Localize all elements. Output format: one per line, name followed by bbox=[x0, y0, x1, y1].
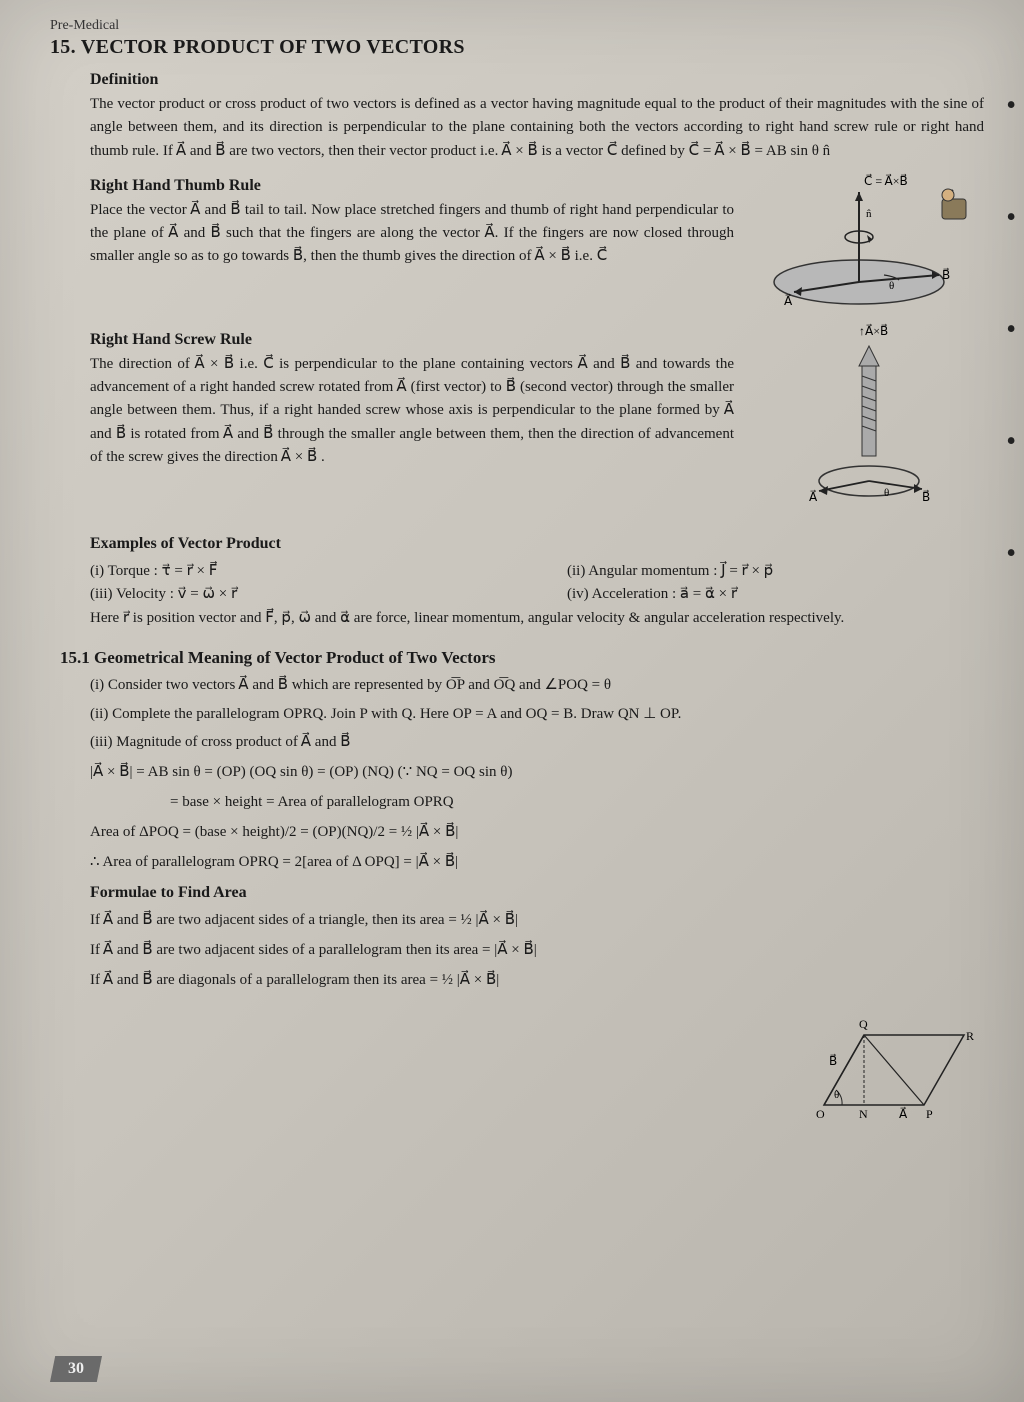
thumb-rule-body: Place the vector A⃗ and B⃗ tail to tail.… bbox=[90, 199, 734, 269]
thumb-rule-figure: C⃗ = A⃗×B⃗ n̂ B⃗ A⃗ θ n̂ bbox=[754, 167, 984, 321]
definition-body: The vector product or cross product of t… bbox=[90, 93, 984, 163]
geo-eq3: Area of ΔPOQ = (base × height)/2 = (OP)(… bbox=[90, 820, 984, 844]
example-angular-momentum: (ii) Angular momentum : J⃗ = r⃗ × p⃗ bbox=[567, 561, 984, 580]
section-number: 15. bbox=[50, 36, 76, 58]
examples-note: Here r⃗ is position vector and F⃗, p⃗, ω… bbox=[90, 607, 984, 630]
examples-heading: Examples of Vector Product bbox=[90, 535, 984, 553]
geo-eq2: = base × height = Area of parallelogram … bbox=[170, 790, 984, 814]
geo-i: (i) Consider two vectors A⃗ and B⃗ which… bbox=[90, 674, 984, 697]
svg-text:B⃗: B⃗ bbox=[942, 267, 950, 282]
svg-text:A⃗: A⃗ bbox=[784, 293, 793, 308]
example-acceleration: (iv) Acceleration : a⃗ = α⃗ × r⃗ bbox=[567, 584, 984, 603]
example-velocity: (iii) Velocity : v⃗ = ω⃗ × r⃗ bbox=[90, 584, 507, 603]
geo-eq4: ∴ Area of parallelogram OPRQ = 2[area of… bbox=[90, 850, 984, 874]
svg-text:Q: Q bbox=[859, 1017, 868, 1031]
formula-parallelogram: If A⃗ and B⃗ are two adjacent sides of a… bbox=[90, 938, 984, 962]
svg-text:A⃗: A⃗ bbox=[899, 1106, 908, 1121]
svg-text:n̂: n̂ bbox=[866, 208, 872, 220]
geometrical-heading: 15.1 Geometrical Meaning of Vector Produ… bbox=[60, 648, 984, 668]
margin-dots: ••••• bbox=[1006, 90, 1016, 570]
geo-iii: (iii) Magnitude of cross product of A⃗ a… bbox=[90, 731, 984, 754]
formula-diagonals: If A⃗ and B⃗ are diagonals of a parallel… bbox=[90, 968, 984, 992]
section-title: 15. VECTOR PRODUCT OF TWO VECTORS bbox=[50, 36, 984, 59]
definition-heading: Definition bbox=[90, 71, 984, 89]
screw-rule-figure: ↑A⃗×B⃗ A⃗ B⃗ θ bbox=[754, 321, 984, 525]
svg-text:A⃗: A⃗ bbox=[809, 489, 818, 504]
screw-rule-heading: Right Hand Screw Rule bbox=[90, 331, 734, 349]
formula-triangle: If A⃗ and B⃗ are two adjacent sides of a… bbox=[90, 908, 984, 932]
formulae-heading: Formulae to Find Area bbox=[90, 884, 984, 902]
svg-text:O: O bbox=[816, 1107, 825, 1121]
svg-text:B⃗: B⃗ bbox=[922, 489, 930, 504]
svg-text:N: N bbox=[859, 1107, 868, 1121]
svg-text:P: P bbox=[926, 1107, 933, 1121]
parallelogram-figure: O N A⃗ P Q B⃗ θ R bbox=[804, 1010, 984, 1130]
geo-ii: (ii) Complete the parallelogram OPRQ. Jo… bbox=[90, 703, 984, 726]
svg-text:θ: θ bbox=[884, 487, 889, 499]
screw-rule-body: The direction of A⃗ × B⃗ i.e. C⃗ is perp… bbox=[90, 353, 734, 469]
textbook-page: ••••• Pre-Medical 15. VECTOR PRODUCT OF … bbox=[0, 0, 1024, 1402]
svg-text:B⃗: B⃗ bbox=[829, 1053, 837, 1068]
svg-text:↑A⃗×B⃗: ↑A⃗×B⃗ bbox=[859, 323, 888, 338]
svg-text:C⃗ = A⃗×B⃗: C⃗ = A⃗×B⃗ bbox=[864, 173, 908, 188]
section-title-text: VECTOR PRODUCT OF TWO VECTORS bbox=[81, 36, 465, 58]
svg-text:R: R bbox=[966, 1029, 974, 1043]
thumb-rule-heading: Right Hand Thumb Rule bbox=[90, 177, 734, 195]
pre-medical-label: Pre-Medical bbox=[50, 18, 984, 34]
geo-eq1: |A⃗ × B⃗| = AB sin θ = (OP) (OQ sin θ) =… bbox=[90, 760, 984, 784]
svg-text:θ: θ bbox=[834, 1089, 839, 1101]
example-torque: (i) Torque : τ⃗ = r⃗ × F⃗ bbox=[90, 561, 507, 580]
page-number: 30 bbox=[50, 1356, 102, 1382]
svg-text:θ: θ bbox=[889, 280, 894, 292]
